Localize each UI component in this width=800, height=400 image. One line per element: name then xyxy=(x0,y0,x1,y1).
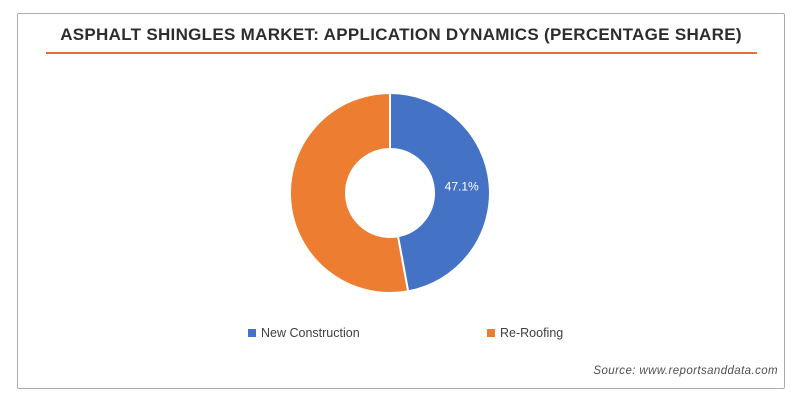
title-underline-divider xyxy=(46,52,757,54)
legend-swatch-new-construction-icon xyxy=(248,329,256,337)
source-attribution: Source: www.reportsanddata.com xyxy=(593,365,778,377)
donut-slice-re-roofing xyxy=(288,91,410,294)
legend-swatch-re-roofing-icon xyxy=(487,329,495,337)
legend-item-re-roofing: Re-Roofing xyxy=(487,326,563,340)
chart-card: ASPHALT SHINGLES MARKET: APPLICATION DYN… xyxy=(17,13,785,389)
page-title: ASPHALT SHINGLES MARKET: APPLICATION DYN… xyxy=(60,25,742,44)
legend-label-re-roofing: Re-Roofing xyxy=(500,326,564,340)
legend-label-new-construction: New Construction xyxy=(261,326,360,340)
legend-item-new-construction: New Construction xyxy=(248,326,360,340)
donut-slice-new-construction xyxy=(389,91,491,293)
donut-chart: 47.1% xyxy=(288,91,491,294)
donut-data-label: 47.1% xyxy=(445,179,479,193)
